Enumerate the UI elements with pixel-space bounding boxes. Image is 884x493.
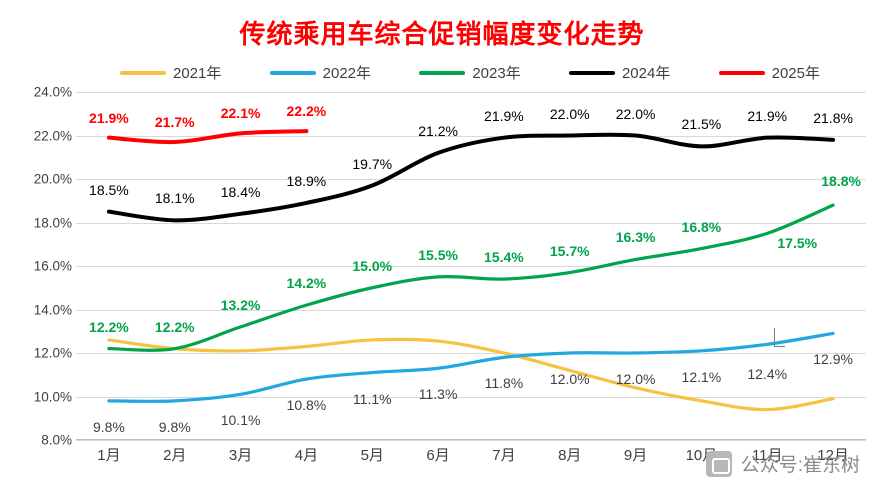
data-label: 11.1% [352,390,392,407]
x-tick-label: 1月 [97,447,121,464]
data-label: 13.2% [220,296,261,313]
y-tick-label: 12.0% [33,345,72,361]
data-label: 10.1% [220,412,261,429]
x-tick-label: 3月 [228,447,253,464]
data-label: 18.8% [821,173,861,190]
legend-item-2021[interactable]: 2021年 [120,62,221,83]
data-label: 12.4% [747,366,788,383]
legend-item-2022[interactable]: 2022年 [269,62,372,83]
data-label: 21.7% [154,114,195,131]
legend-swatch-2022 [269,70,316,75]
legend-item-2025[interactable]: 2025年 [718,62,820,83]
legend-swatch-2024 [568,70,615,75]
data-label: 22.0% [615,105,656,122]
data-label: 12.0% [615,371,656,387]
legend-label-2023: 2023年 [472,65,521,82]
data-label: 11.8% [484,375,524,392]
data-label: 22.1% [220,105,261,122]
data-label: 21.8% [813,109,853,126]
y-tick-label: 18.0% [33,215,72,230]
gridline [76,396,866,398]
plot-area: 8.0% 10.0% 12.0% 14.0% 16.0% 18.0% 20.0% 22.0% 2… [34,85,866,464]
x-tick-label: 9月 [623,447,648,464]
y-tick-label: 10.0% [33,389,72,404]
data-label: 18.9% [286,172,327,189]
leader-line-2023-nov [774,328,785,347]
data-label: 15.7% [549,242,590,259]
x-tick-label: 11月 [751,447,783,464]
data-label: 22.0% [549,105,590,122]
data-label: 15.0% [352,257,393,274]
data-label: 16.8% [681,218,722,235]
series-lines [106,129,836,412]
chart-legend: 2021年 2022年 2023年 2024年 2025年 [120,62,820,83]
gridline [76,135,866,137]
legend-item-2024[interactable]: 2024年 [568,62,671,83]
x-tick-label: 8月 [558,447,582,464]
data-label: 16.3% [615,229,656,246]
legend-label-2022: 2022年 [322,65,372,82]
data-label: 14.2% [286,275,327,292]
y-tick-label: 16.0% [33,258,72,274]
data-label: 12.9% [813,351,853,368]
wechat-icon [705,450,732,477]
data-label: 22.2% [286,103,327,120]
x-tick-label: 6月 [426,447,450,464]
y-tick-label: 22.0% [33,128,72,143]
data-label: 9.8% [158,418,191,435]
x-axis [76,439,866,440]
series-line-2023年 [107,203,835,352]
data-label: 10.8% [286,397,327,414]
legend-item-2023[interactable]: 2023年 [419,62,521,83]
y-tick-label: 8.0% [41,432,72,448]
gridline [76,222,866,224]
x-tick-label: 12月 [817,447,849,464]
series-line-2022年 [107,331,835,403]
x-tick-label: 5月 [360,447,384,464]
data-label: 18.5% [89,181,129,198]
data-label: 21.2% [418,122,458,139]
gridline [76,266,866,267]
data-label: 15.4% [484,249,524,266]
data-label: 12.2% [154,318,195,335]
x-tick-label: 2月 [163,447,187,464]
y-tick-label: 24.0% [33,84,72,100]
gridline [76,179,866,180]
legend-swatch-2025 [718,70,765,75]
y-tick-label: 14.0% [33,302,72,317]
y-tick-label: 20.0% [33,171,72,187]
legend-label-2024: 2024年 [621,65,671,82]
data-label: 21.9% [89,109,129,126]
series-line-2025年 [106,129,309,145]
legend-swatch-2021 [120,70,166,75]
data-label: 21.9% [484,107,524,124]
gridline [76,440,866,441]
gridline [76,92,866,93]
data-label: 12.2% [89,318,129,335]
data-label: 18.1% [154,190,195,207]
data-label: 21.5% [681,116,722,133]
data-label: 11.3% [418,386,458,403]
legend-label-2021: 2021年 [173,65,222,82]
series-line-2021年 [107,337,835,412]
x-tick-label: 4月 [294,447,319,464]
data-label: 12.0% [549,371,590,387]
series-line-2024年 [106,132,836,223]
data-label: 15.5% [418,246,458,263]
data-label: 17.5% [777,235,818,252]
legend-swatch-2023 [419,70,466,75]
gridline [76,309,866,311]
chart-title: 传统乘用车综合促销幅度变化走势 [239,19,645,49]
data-label: 21.9% [747,107,788,124]
gridline [76,353,866,354]
data-label: 12.1% [681,368,722,385]
data-label: 19.7% [352,155,393,172]
x-tick-label: 7月 [492,447,516,464]
data-label: 18.4% [220,183,261,200]
legend-label-2025: 2025年 [771,65,820,82]
watermark-text: 公众号:崔东树 [740,455,860,476]
watermark: 公众号:崔东树 [705,450,860,477]
data-label: 9.8% [92,418,125,435]
